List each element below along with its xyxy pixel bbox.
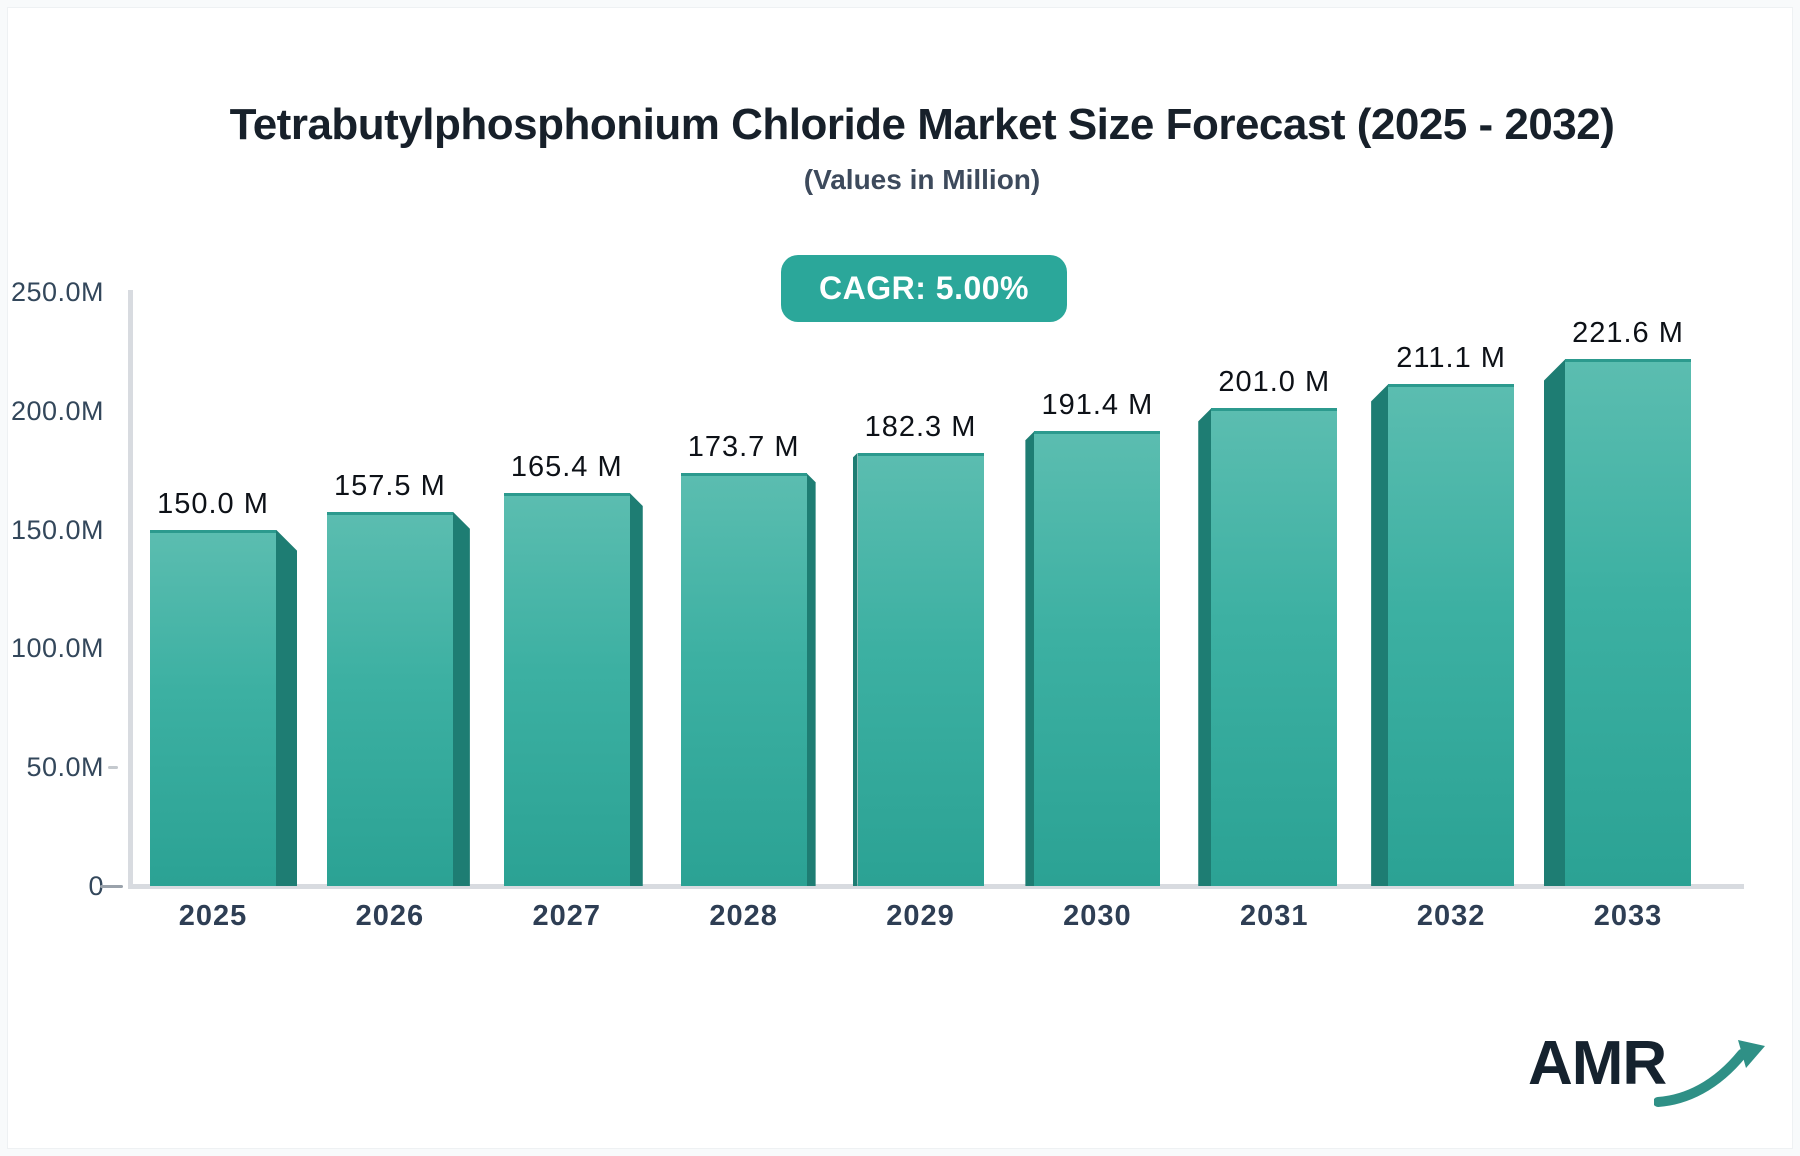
bar-value-label: 201.0 M [1218,366,1331,399]
chart-subtitle: (Values in Million) [803,164,1041,195]
x-axis-baseline [128,884,1744,889]
y-axis-tick-mark [100,885,123,888]
bar-2026 [326,511,453,886]
x-axis-label-2033: 2033 [1593,900,1663,932]
bar-3d-side-face [1198,408,1212,886]
bar-2033 [1565,359,1691,886]
bar-2027 [503,493,630,886]
bar-2028 [680,473,807,886]
bar-value-label: 157.5 M [333,469,446,502]
bar-2029 [857,452,984,886]
y-axis-tick-mark [108,766,118,770]
bar-3d-side-face [629,493,643,886]
bar-2025 [150,529,276,886]
x-axis-label-2030: 2030 [1063,900,1132,932]
x-axis-label-2031: 2031 [1239,900,1309,932]
x-axis-label-2025: 2025 [178,900,248,932]
cagr-badge: CAGR: 5.00% [781,255,1067,322]
bar-2031 [1211,408,1338,886]
amr-logo: AMR [1528,1032,1766,1112]
bar-value-label: 191.4 M [1041,389,1154,422]
x-axis-label-2032: 2032 [1416,900,1486,932]
trend-up-arrow-icon [1654,1040,1766,1107]
x-axis-label-2029: 2029 [886,900,955,932]
bar-value-label: 221.6 M [1572,317,1684,350]
bar-value-label: 211.1 M [1396,342,1506,375]
y-axis-tick-label: 150.0M [10,514,104,545]
x-axis-label-2027: 2027 [532,900,601,932]
x-axis-label-2028: 2028 [709,900,778,932]
x-axis-label-2026: 2026 [355,900,425,932]
amr-logo-text: AMR [1528,1029,1667,1098]
bar-2030 [1034,431,1161,886]
y-axis-tick-label: 250.0M [10,277,104,307]
bar-value-label: 165.4 M [510,451,623,483]
y-axis-tick-label: 0 [88,871,104,901]
y-axis-tick-label: 50.0M [26,752,104,783]
bar-3d-side-face [806,473,816,886]
bar-value-label: 150.0 M [157,487,269,520]
bar-3d-side-face [852,452,858,886]
bar-3d-side-face [1544,359,1565,886]
bar-3d-side-face [1371,384,1389,886]
y-axis-tick-label: 100.0M [10,633,104,664]
chart-title: Tetrabutylphosphonium Chloride Market Si… [229,100,1615,149]
y-axis-line [128,290,133,888]
bar-3d-side-face [276,529,297,886]
bar-value-label: 182.3 M [864,410,977,443]
y-axis-tick-label: 200.0M [10,395,104,426]
bar-3d-side-face [1025,431,1035,886]
bar-value-label: 173.7 M [687,431,800,464]
bar-2032 [1388,384,1515,886]
bar-3d-side-face [452,511,470,886]
